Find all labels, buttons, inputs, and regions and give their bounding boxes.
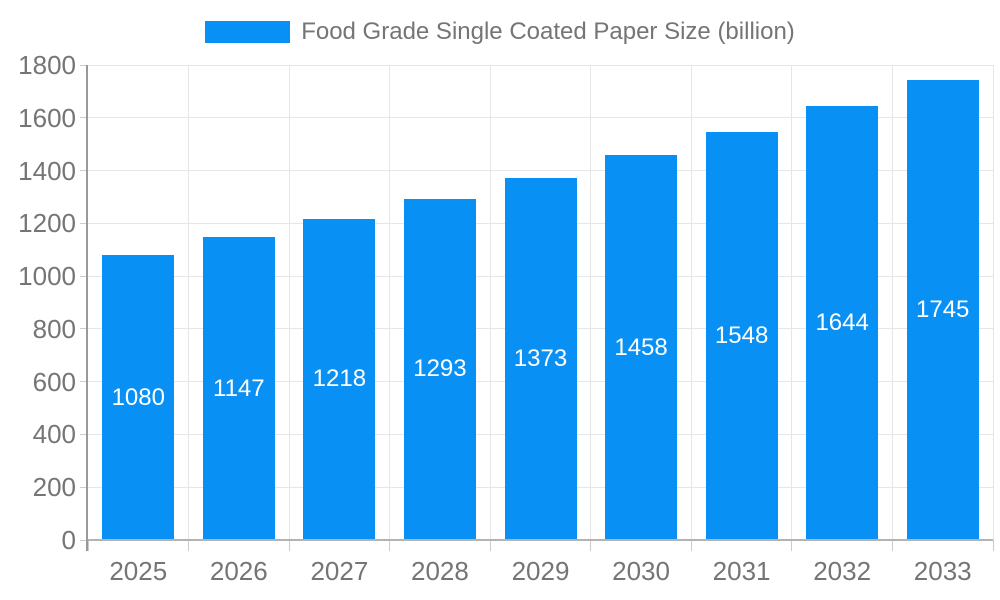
bar-value-label: 1373	[513, 344, 568, 372]
x-axis-label: 2025	[109, 556, 168, 586]
y-gridline	[88, 117, 993, 119]
x-axis-label: 2028	[411, 556, 469, 586]
bar-2032[interactable]	[806, 106, 879, 540]
y-axis-label: 0	[61, 525, 76, 555]
x-axis-label: 2033	[913, 556, 972, 586]
y-gridline	[88, 64, 993, 66]
legend-label: Food Grade Single Coated Paper Size (bil…	[301, 18, 795, 45]
y-axis-label: 800	[32, 313, 76, 344]
x-axis-label: 2029	[511, 556, 570, 586]
bar-2030[interactable]	[605, 155, 678, 540]
x-tick	[87, 540, 89, 551]
bar-2026[interactable]	[202, 237, 275, 540]
bar-value-label: 1080	[111, 383, 165, 411]
x-axis-label: 2027	[310, 556, 369, 586]
category-gridline	[791, 65, 793, 540]
x-tick	[690, 540, 692, 551]
y-tick	[80, 275, 88, 277]
bar-value-label: 1458	[614, 333, 668, 361]
bar-value-label: 1293	[413, 355, 467, 383]
x-tick	[489, 540, 491, 551]
y-axis-label: 400	[32, 419, 76, 450]
x-axis-label: 2030	[612, 556, 670, 586]
x-tick	[389, 540, 391, 551]
y-axis-label: 1600	[18, 102, 76, 133]
y-axis-label: 1800	[18, 50, 76, 80]
bar-2029[interactable]	[504, 177, 577, 540]
bar-2033[interactable]	[906, 79, 979, 540]
category-gridline	[690, 65, 692, 540]
bar-2028[interactable]	[403, 198, 476, 540]
category-gridline	[590, 65, 592, 540]
category-gridline	[288, 65, 290, 540]
y-gridline	[88, 170, 993, 172]
x-tick	[188, 540, 190, 551]
x-axis-label: 2026	[209, 556, 268, 586]
category-gridline	[188, 65, 190, 540]
y-tick	[80, 539, 88, 541]
y-tick	[80, 117, 88, 119]
legend-swatch-icon	[205, 21, 291, 43]
x-axis-label: 2032	[813, 556, 872, 586]
bar-value-label: 1147	[213, 374, 265, 402]
bar-value-label: 1548	[714, 321, 769, 349]
category-gridline	[891, 65, 893, 540]
y-tick	[80, 64, 88, 66]
x-tick	[791, 540, 793, 551]
y-tick	[80, 328, 88, 330]
y-tick	[80, 222, 88, 224]
chart-legend[interactable]: Food Grade Single Coated Paper Size (bil…	[0, 18, 1000, 45]
y-axis-line	[86, 65, 88, 551]
y-axis-label: 1400	[18, 155, 76, 186]
bar-value-label: 1644	[815, 309, 869, 337]
bar-value-label: 1218	[312, 365, 367, 393]
category-gridline	[489, 65, 491, 540]
bar-2027[interactable]	[303, 218, 376, 540]
x-tick	[891, 540, 893, 551]
category-gridline	[389, 65, 391, 540]
y-tick	[80, 486, 88, 488]
x-tick	[590, 540, 592, 551]
y-axis-label: 600	[32, 366, 76, 397]
y-tick	[80, 381, 88, 383]
y-axis-label: 200	[32, 472, 76, 503]
y-tick	[80, 170, 88, 172]
bar-value-label: 1745	[916, 295, 970, 323]
x-axis-line	[88, 539, 993, 541]
category-gridline	[992, 65, 994, 540]
x-axis-label: 2031	[712, 556, 771, 586]
y-axis-label: 1000	[18, 261, 76, 292]
bar-2025[interactable]	[102, 255, 175, 540]
x-tick	[992, 540, 994, 551]
y-axis-label: 1200	[18, 208, 76, 239]
bar-2031[interactable]	[705, 131, 778, 540]
y-tick	[80, 433, 88, 435]
x-tick	[288, 540, 290, 551]
